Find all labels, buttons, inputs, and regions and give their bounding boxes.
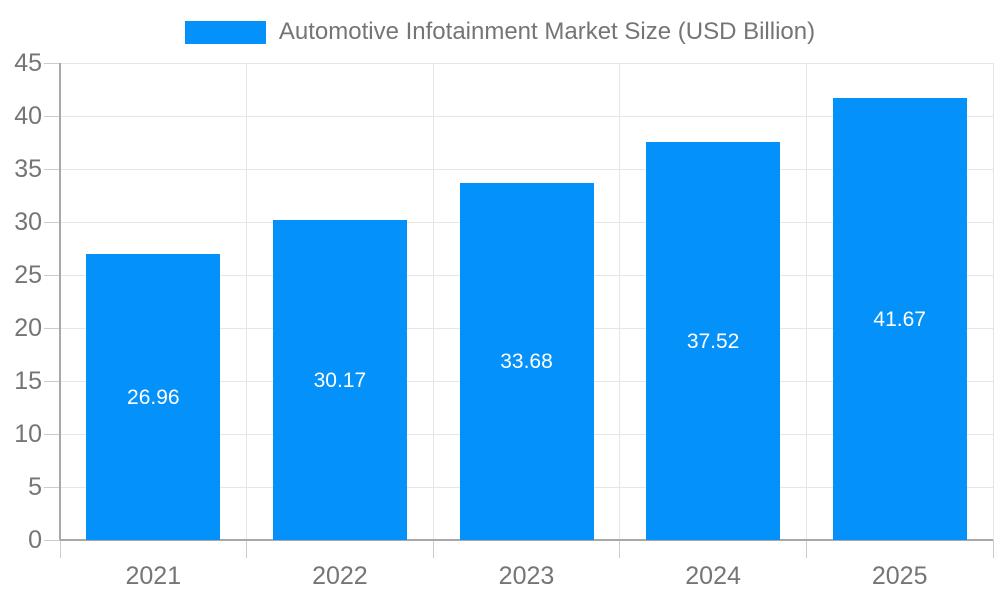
y-axis-tick bbox=[44, 327, 60, 329]
y-axis-tick bbox=[44, 221, 60, 223]
x-grid-line bbox=[432, 63, 434, 540]
legend-swatch bbox=[184, 20, 266, 44]
y-grid-line bbox=[60, 62, 993, 64]
y-tick-label: 25 bbox=[14, 261, 42, 289]
y-tick-label: 20 bbox=[14, 314, 42, 342]
y-tick-label: 40 bbox=[14, 102, 42, 130]
y-axis-line bbox=[59, 63, 61, 540]
x-axis-line bbox=[60, 539, 993, 541]
x-axis-tick bbox=[59, 540, 61, 558]
y-tick-label: 0 bbox=[28, 526, 42, 554]
y-axis-tick bbox=[44, 539, 60, 541]
x-grid-line bbox=[619, 63, 621, 540]
y-tick-label: 10 bbox=[14, 420, 42, 448]
y-axis-tick bbox=[44, 380, 60, 382]
bar-value-label: 37.52 bbox=[686, 329, 740, 353]
legend-label: Automotive Infotainment Market Size (USD… bbox=[278, 18, 816, 45]
x-axis-tick bbox=[246, 540, 248, 558]
bar-value-label: 33.68 bbox=[500, 349, 553, 373]
x-grid-line bbox=[805, 63, 807, 540]
y-tick-label: 30 bbox=[14, 208, 42, 236]
y-axis-tick bbox=[44, 168, 60, 170]
x-axis-label: 2023 bbox=[498, 562, 555, 590]
y-grid-line bbox=[60, 115, 993, 117]
y-axis-tick bbox=[44, 486, 60, 488]
bar: 37.52 bbox=[646, 142, 781, 540]
x-axis-tick bbox=[432, 540, 434, 558]
bar-value-label: 26.96 bbox=[127, 385, 180, 409]
y-tick-label: 35 bbox=[14, 155, 42, 183]
y-axis-tick bbox=[44, 115, 60, 117]
y-tick-label: 45 bbox=[14, 49, 42, 77]
x-axis-label: 2024 bbox=[685, 562, 741, 590]
x-grid-line bbox=[992, 63, 994, 540]
legend[interactable]: Automotive Infotainment Market Size (USD… bbox=[0, 19, 1000, 45]
y-tick-label: 15 bbox=[14, 367, 42, 395]
y-tick-label: 5 bbox=[28, 473, 42, 501]
x-grid-line bbox=[246, 63, 248, 540]
x-axis-tick bbox=[805, 540, 807, 558]
bar: 33.68 bbox=[459, 182, 594, 540]
x-axis-tick bbox=[619, 540, 621, 558]
bar: 26.96 bbox=[86, 254, 221, 540]
x-axis-label: 2022 bbox=[312, 562, 368, 590]
x-axis-label: 2025 bbox=[871, 562, 928, 590]
bar-value-label: 30.17 bbox=[313, 368, 367, 392]
y-axis-tick bbox=[44, 433, 60, 435]
y-grid-line bbox=[60, 168, 993, 170]
bar: 30.17 bbox=[272, 220, 407, 540]
x-axis-label: 2021 bbox=[125, 562, 182, 590]
x-axis-tick bbox=[992, 540, 994, 558]
y-axis-tick bbox=[44, 62, 60, 64]
bar: 41.67 bbox=[832, 98, 967, 540]
bar-value-label: 41.67 bbox=[873, 307, 926, 331]
y-axis-tick bbox=[44, 274, 60, 276]
